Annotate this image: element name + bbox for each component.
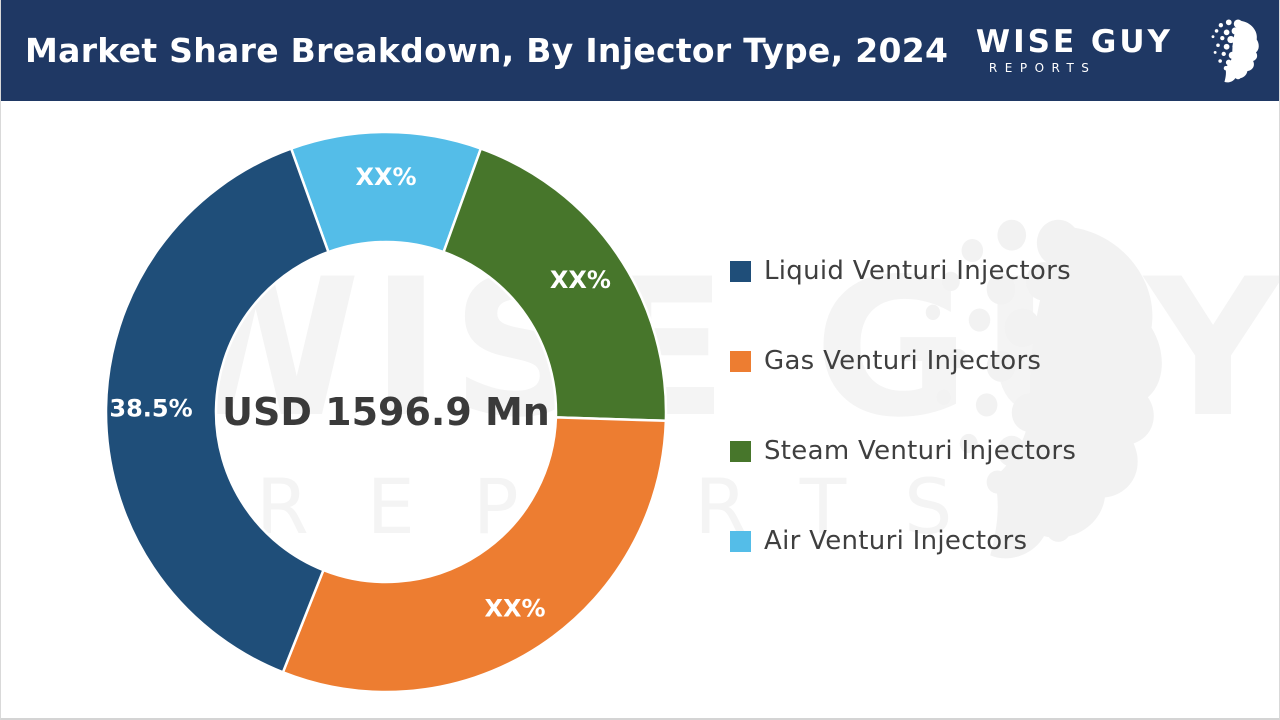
legend-label: Gas Venturi Injectors [764, 346, 1042, 376]
donut-center-value: USD 1596.9 Mn [222, 390, 550, 434]
legend-label: Air Venturi Injectors [764, 526, 1028, 556]
logo-text: WISE GUY REPORTS [976, 26, 1173, 76]
chart-legend: Liquid Venturi Injectors Gas Venturi Inje… [730, 251, 1076, 611]
donut-slice-liquid-venturi-injectors [104, 147, 330, 674]
legend-swatch [730, 350, 751, 372]
legend-swatch [730, 260, 751, 282]
wise-guy-logo: WISE GUY REPORTS [976, 15, 1261, 87]
legend-swatch [730, 530, 751, 552]
watermark-head-graphic [925, 219, 1162, 559]
slice-percentage-label: XX% [550, 266, 611, 294]
slice-percentage-label: XX% [484, 594, 545, 622]
donut-slice-steam-venturi-injectors [442, 147, 668, 423]
legend-item-gas-venturi-injectors: Gas Venturi Injectors [730, 341, 1076, 381]
slice-percentage-label: 38.5% [109, 394, 192, 422]
page-title: Market Share Breakdown, By Injector Type… [25, 31, 949, 70]
donut-slice-gas-venturi-injectors [281, 416, 668, 694]
slice-percentage-label: XX% [355, 163, 416, 191]
legend-label: Steam Venturi Injectors [764, 436, 1077, 466]
legend-item-steam-venturi-injectors: Steam Venturi Injectors [730, 431, 1076, 471]
legend-item-air-venturi-injectors: Air Venturi Injectors [730, 521, 1076, 561]
logo-brand-name: WISE GUY [975, 23, 1173, 60]
donut-chart: XX% XX% XX% 38.5% USD 1596.9 Mn [104, 130, 668, 694]
logo-tagline: REPORTS [988, 61, 1097, 76]
logo-head-icon [1211, 18, 1259, 82]
header-bar: Market Share Breakdown, By Injector Type… [1, 0, 1279, 101]
legend-swatch [730, 440, 751, 462]
legend-item-liquid-venturi-injectors: Liquid Venturi Injectors [730, 251, 1076, 291]
legend-label: Liquid Venturi Injectors [764, 256, 1071, 286]
